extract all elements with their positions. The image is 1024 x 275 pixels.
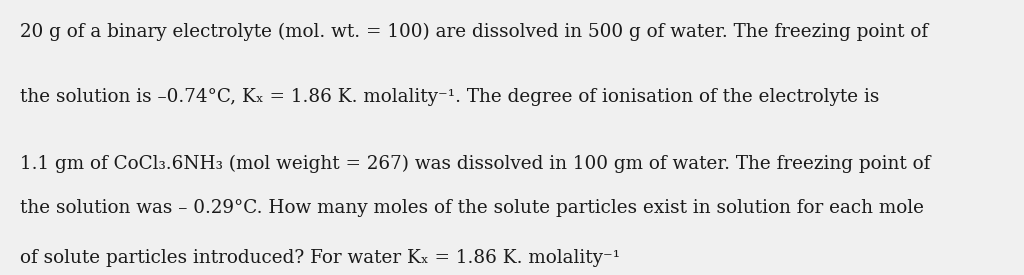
Text: of solute particles introduced? For water Kₓ = 1.86 K. molality⁻¹: of solute particles introduced? For wate… [20,249,621,267]
Text: 1.1 gm of CoCl₃.6NH₃ (mol weight = 267) was dissolved in 100 gm of water. The fr: 1.1 gm of CoCl₃.6NH₃ (mol weight = 267) … [20,154,931,173]
Text: 20 g of a binary electrolyte (mol. wt. = 100) are dissolved in 500 g of water. T: 20 g of a binary electrolyte (mol. wt. =… [20,23,928,41]
Text: the solution was – 0.29°C. How many moles of the solute particles exist in solut: the solution was – 0.29°C. How many mole… [20,199,924,217]
Text: the solution is –0.74°C, Kₓ = 1.86 K. molality⁻¹. The degree of ionisation of th: the solution is –0.74°C, Kₓ = 1.86 K. mo… [20,89,880,106]
